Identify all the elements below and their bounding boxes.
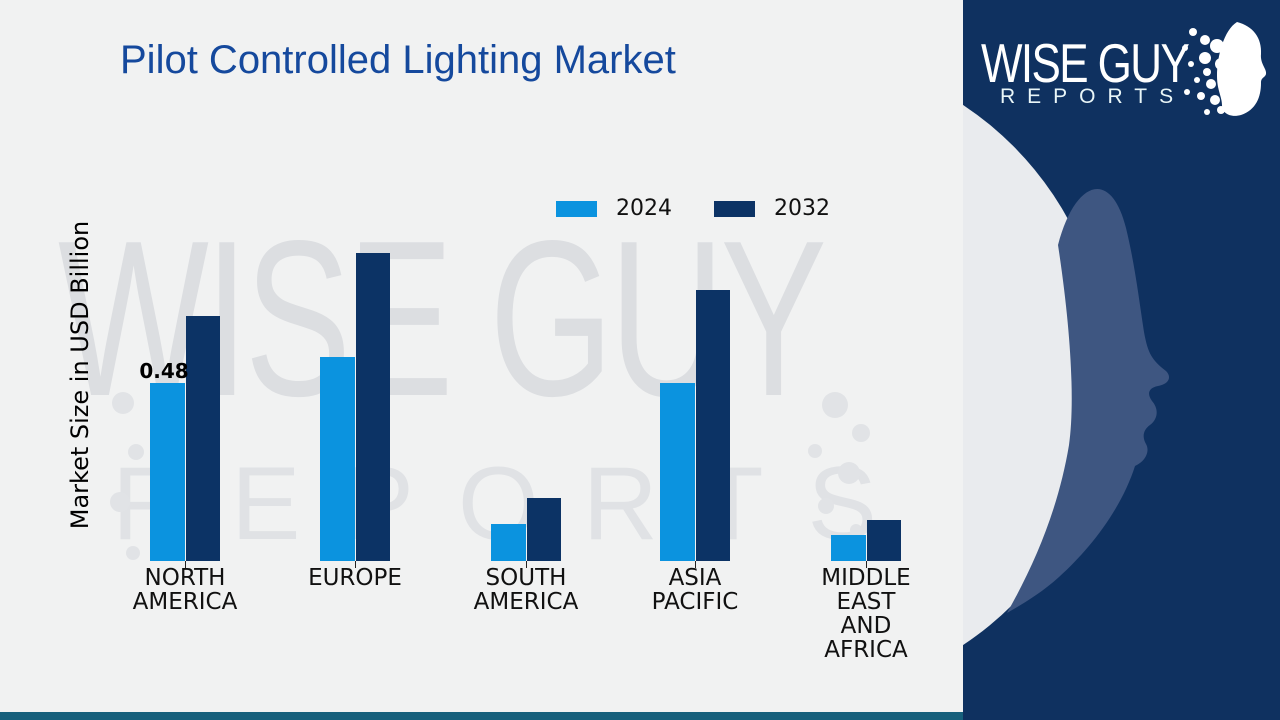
bar-2024: [831, 535, 866, 561]
bar-2024: [150, 383, 185, 561]
bar-2032: [867, 520, 901, 561]
brand-panel: WISE GUY REPORTS: [963, 0, 1280, 720]
watermark-dot: [126, 546, 140, 560]
x-axis-tick: [185, 561, 186, 568]
legend-label-2032: 2032: [774, 196, 830, 221]
watermark-dot: [818, 498, 834, 514]
category-label: ASIA PACIFIC: [651, 565, 739, 615]
x-axis-tick: [695, 561, 696, 568]
category-label: MIDDLE EAST AND AFRICA: [821, 565, 911, 663]
legend-swatch-2032: [714, 200, 755, 217]
legend-swatch-2024: [556, 200, 597, 217]
watermark-dot: [822, 392, 848, 418]
bar-2024: [660, 383, 695, 561]
bar-value-label: 0.48: [139, 359, 189, 383]
logo-wiseguy-text: WISE GUY: [981, 32, 1190, 94]
bar-2032: [527, 498, 561, 561]
watermark-dot: [838, 462, 860, 484]
logo-face-icon: [1182, 22, 1267, 116]
legend-label-2024: 2024: [616, 196, 672, 221]
x-axis-tick: [526, 561, 527, 568]
bar-2032: [696, 290, 730, 561]
x-axis-tick: [355, 561, 356, 568]
face-silhouette-graphic: [1007, 188, 1170, 613]
bar-chart: NORTH AMERICA EUROPE SOUTH AMERICA ASIA PACIFI…: [132, 253, 911, 663]
watermark-dot: [808, 444, 822, 458]
watermark-dot: [128, 444, 144, 460]
bar-2024: [491, 524, 526, 561]
bar-2024: [320, 357, 355, 561]
bar-2032: [356, 253, 390, 561]
logo-reports-text: REPORTS: [1000, 85, 1186, 108]
bar-2032: [186, 316, 220, 561]
watermark-dot: [852, 424, 870, 442]
x-axis-tick: [866, 561, 867, 568]
page-title: Pilot Controlled Lighting Market: [120, 38, 676, 82]
bottom-accent-bar: [0, 712, 963, 720]
category-label: SOUTH AMERICA: [473, 565, 579, 615]
watermark-dot: [850, 524, 862, 536]
watermark-dot: [110, 492, 130, 512]
category-label: NORTH AMERICA: [132, 565, 238, 615]
y-axis-label: Market Size in USD Billion: [66, 220, 94, 530]
chart-legend: 2024 2032: [556, 196, 830, 221]
watermark-dot: [112, 392, 134, 414]
category-label: EUROPE: [308, 565, 402, 591]
